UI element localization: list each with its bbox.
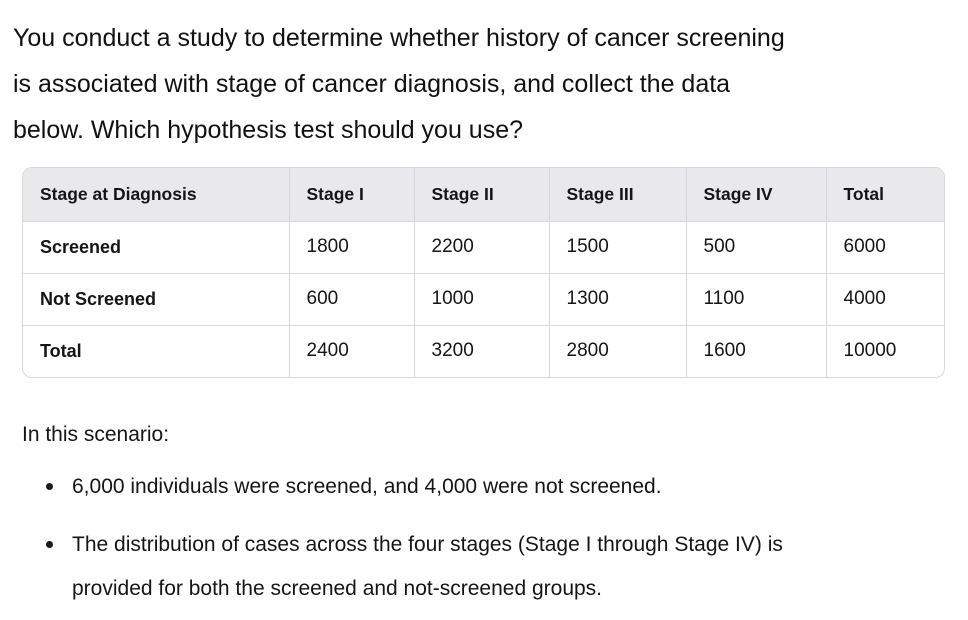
table-cell: 1100 bbox=[685, 272, 826, 325]
column-header-stage-3: Stage III bbox=[548, 168, 686, 221]
column-header-stage-at-diagnosis: Stage at Diagnosis bbox=[23, 168, 289, 221]
table-cell: 2400 bbox=[288, 324, 414, 377]
question-text: You conduct a study to determine whether… bbox=[13, 24, 785, 144]
table-cell: 4000 bbox=[825, 272, 944, 325]
row-label: Not Screened bbox=[23, 272, 289, 325]
bullet-dot-icon bbox=[46, 483, 53, 490]
table-cell: 1000 bbox=[413, 272, 549, 325]
scenario-intro: In this scenario: bbox=[22, 423, 170, 446]
table-cell: 2200 bbox=[413, 220, 549, 273]
table-header-row: Stage at Diagnosis Stage I Stage II Stag… bbox=[23, 168, 944, 221]
row-label: Total bbox=[23, 324, 289, 377]
list-item: 6,000 individuals were screened, and 4,0… bbox=[22, 465, 922, 509]
bullet-dot-icon bbox=[46, 541, 53, 548]
table-row-screened: Screened 1800 2200 1500 500 6000 bbox=[23, 220, 944, 273]
table-row-total: Total 2400 3200 2800 1600 10000 bbox=[23, 324, 944, 377]
table-cell: 1300 bbox=[548, 272, 686, 325]
table-cell: 3200 bbox=[413, 324, 549, 377]
table-cell: 10000 bbox=[825, 324, 944, 377]
table-cell: 600 bbox=[288, 272, 414, 325]
table-cell: 1600 bbox=[685, 324, 826, 377]
table-cell: 500 bbox=[685, 220, 826, 273]
table-cell: 1800 bbox=[288, 220, 414, 273]
list-item: The distribution of cases across the fou… bbox=[22, 523, 922, 611]
table-row-not-screened: Not Screened 600 1000 1300 1100 4000 bbox=[23, 272, 944, 325]
results-table-container: Stage at Diagnosis Stage I Stage II Stag… bbox=[22, 167, 945, 378]
column-header-stage-4: Stage IV bbox=[685, 168, 826, 221]
table-cell: 2800 bbox=[548, 324, 686, 377]
list-item-text: The distribution of cases across the fou… bbox=[72, 533, 783, 600]
table-cell: 1500 bbox=[548, 220, 686, 273]
list-item-text: 6,000 individuals were screened, and 4,0… bbox=[72, 475, 662, 498]
column-header-stage-1: Stage I bbox=[288, 168, 414, 221]
row-label: Screened bbox=[23, 220, 289, 273]
table-cell: 6000 bbox=[825, 220, 944, 273]
column-header-total: Total bbox=[825, 168, 944, 221]
column-header-stage-2: Stage II bbox=[413, 168, 549, 221]
results-table: Stage at Diagnosis Stage I Stage II Stag… bbox=[23, 168, 944, 377]
